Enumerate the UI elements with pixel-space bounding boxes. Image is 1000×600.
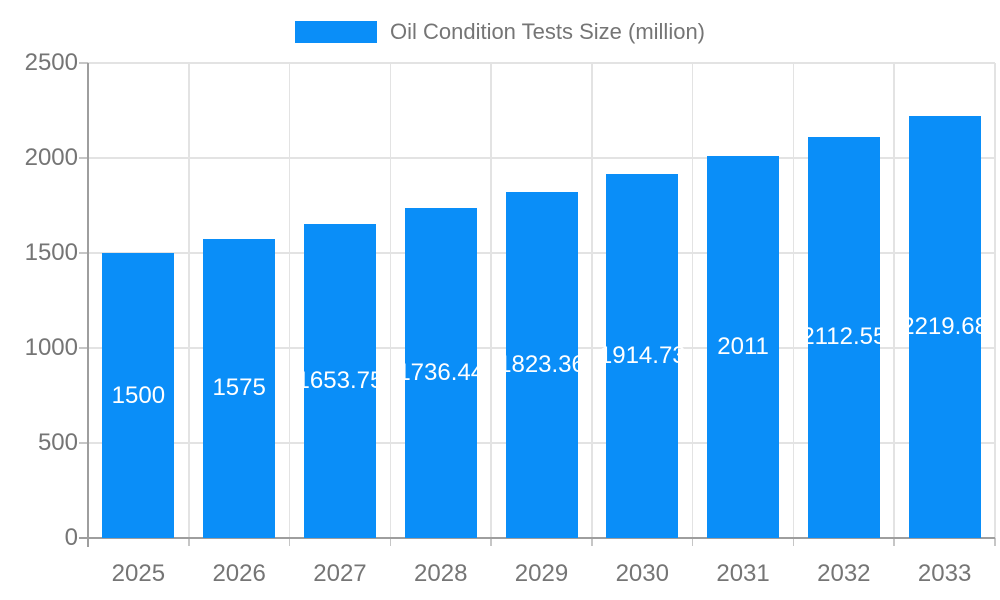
bar[interactable] bbox=[203, 238, 276, 538]
y-axis-line bbox=[87, 63, 89, 547]
bar-value-label: 1914.73 bbox=[598, 342, 686, 370]
x-axis-tick bbox=[288, 538, 291, 546]
x-gridline bbox=[994, 63, 996, 538]
x-axis-category-label: 2027 bbox=[313, 560, 367, 587]
bar-value-label: 2219.68 bbox=[901, 313, 988, 341]
legend-series-label[interactable]: Oil Condition Tests Size (million) bbox=[389, 19, 706, 44]
bar[interactable] bbox=[303, 223, 376, 538]
x-axis-category-label: 2033 bbox=[917, 560, 972, 587]
y-axis-tick bbox=[79, 157, 88, 159]
y-axis-tick bbox=[79, 347, 88, 349]
y-axis-tick bbox=[79, 252, 88, 254]
bar[interactable] bbox=[102, 253, 175, 538]
x-gridline bbox=[288, 63, 291, 538]
bar[interactable] bbox=[908, 116, 981, 538]
y-gridline bbox=[88, 62, 995, 64]
x-axis-tick bbox=[87, 538, 89, 546]
x-axis-tick bbox=[188, 538, 190, 546]
x-axis-category-label: 2028 bbox=[414, 560, 468, 587]
bar-value-label: 2112.55 bbox=[801, 323, 887, 351]
x-gridline bbox=[490, 63, 492, 538]
bar-value-label: 2011 bbox=[717, 332, 769, 360]
bar[interactable] bbox=[404, 208, 477, 538]
x-axis-category-label: 2026 bbox=[212, 560, 266, 587]
x-axis-tick bbox=[490, 538, 492, 546]
x-axis-category-label: 2029 bbox=[514, 560, 569, 587]
bar[interactable] bbox=[707, 155, 780, 538]
bar-value-label: 1575 bbox=[212, 374, 266, 402]
y-axis-tick-label: 2000 bbox=[24, 144, 78, 171]
y-axis-tick-label: 2500 bbox=[24, 49, 78, 76]
bar-value-label: 1823.36 bbox=[498, 350, 585, 378]
y-axis-tick-label: 500 bbox=[37, 429, 78, 456]
x-gridline bbox=[591, 63, 593, 538]
y-axis-tick bbox=[79, 442, 88, 444]
y-axis-tick bbox=[79, 62, 88, 64]
x-axis-tick bbox=[792, 538, 795, 546]
y-axis-tick-label: 1000 bbox=[24, 334, 78, 361]
x-axis-tick bbox=[893, 538, 895, 546]
x-gridline bbox=[893, 63, 895, 538]
x-gridline bbox=[389, 63, 392, 538]
x-axis-category-label: 2030 bbox=[615, 560, 669, 587]
bar-value-label: 1736.44 bbox=[397, 359, 485, 387]
bar[interactable] bbox=[606, 174, 679, 538]
x-axis-category-label: 2025 bbox=[111, 560, 166, 587]
y-axis-tick-label: 0 bbox=[64, 524, 78, 551]
chart-legend[interactable]: Oil Condition Tests Size (million) bbox=[0, 19, 1000, 44]
x-axis-category-label: 2031 bbox=[716, 560, 770, 587]
x-axis-tick bbox=[591, 538, 593, 546]
bar[interactable] bbox=[807, 136, 880, 538]
bar-value-label: 1500 bbox=[111, 381, 166, 409]
legend-swatch-icon[interactable] bbox=[294, 21, 377, 43]
x-axis-tick bbox=[994, 538, 996, 546]
y-axis-tick bbox=[79, 537, 88, 539]
x-gridline bbox=[188, 63, 190, 538]
x-axis-category-label: 2032 bbox=[817, 560, 871, 587]
y-axis-tick-label: 1500 bbox=[24, 239, 78, 266]
bar-value-label: 1653.75 bbox=[296, 366, 384, 394]
bar[interactable] bbox=[505, 191, 578, 538]
x-gridline bbox=[691, 63, 694, 538]
x-gridline bbox=[792, 63, 795, 538]
x-axis-tick bbox=[389, 538, 392, 546]
x-axis-tick bbox=[691, 538, 694, 546]
